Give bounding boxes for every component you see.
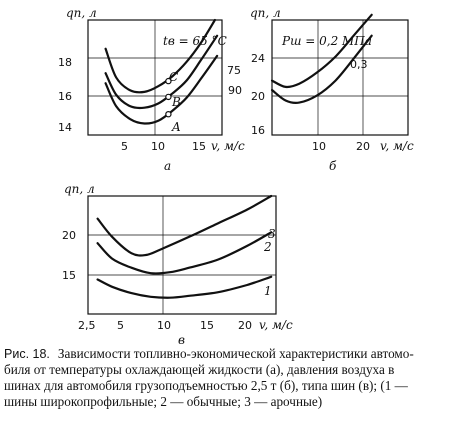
panel-a-curve-label-90: 90 <box>228 84 242 97</box>
panel-a-xtick: 15 <box>192 140 206 153</box>
figure-caption: Рис. 18. Зависимости топливно-экономическ… <box>4 346 470 410</box>
panel-3-series-1-line <box>96 275 273 299</box>
panel-3-series-3-line <box>96 194 273 257</box>
panel-b-xtick: 10 <box>312 140 326 153</box>
panel-b-chart: qп, л 24 20 16 10 20 v, м/с Pш = 0,2 МПа… <box>250 6 414 173</box>
panel-b-label: б <box>329 159 337 173</box>
panel-b-xtick: 20 <box>356 140 370 153</box>
panel-a-xtick: 10 <box>151 140 165 153</box>
panel-c-curve-label-3: 3 <box>268 227 276 241</box>
panel-b-xlabel: v, м/с <box>380 139 414 153</box>
point-marker-a <box>165 110 172 118</box>
panel-a-xlabel: v, м/с <box>211 139 245 153</box>
panel-1-series-75-line <box>104 34 219 110</box>
panel-c-chart: qп, л 20 15 2,5 5 10 15 20 v, м/с 3 2 1 … <box>62 182 293 347</box>
panel-a-chart: qп, л 18 16 14 12 5 10 15 v, м/с tв = 65… <box>58 6 245 173</box>
panel-c-label: в <box>178 333 185 347</box>
panel-c-xlabel: v, м/с <box>259 318 293 332</box>
panel-b-ytick: 24 <box>251 52 265 65</box>
caption-line-4: шины широкопрофильные; 2 — обычные; 3 — … <box>4 394 323 409</box>
panel-1-series-90-line <box>104 54 219 125</box>
point-marker-b <box>165 93 172 101</box>
panel-a-label: а <box>164 159 171 173</box>
panel-3-series-2-line <box>96 231 273 275</box>
panel-c-xtick: 2,5 <box>78 319 96 332</box>
caption-line-3: шинах для автомобиля грузоподъемностью 2… <box>4 378 408 393</box>
panel-c-xtick: 15 <box>200 319 214 332</box>
panel-a-ylabel: qп, л <box>66 6 97 20</box>
panel-c-curve-label-2: 2 <box>263 240 272 254</box>
panel-c-ytick: 20 <box>62 229 76 242</box>
panel-c-xtick: 5 <box>117 319 124 332</box>
panel-a-curve-label-75: 75 <box>227 64 241 77</box>
panel-a-ytick: 14 <box>58 121 72 134</box>
panel-c-curve-label-1: 1 <box>264 284 272 298</box>
point-marker-c <box>165 77 172 85</box>
caption-text-1: Зависимости топливно-экономической харак… <box>57 346 414 361</box>
panel-c-ylabel: qп, л <box>64 182 95 196</box>
point-label-b: B <box>171 95 181 109</box>
panel-a-xtick: 5 <box>121 140 128 153</box>
panel-b-ytick: 16 <box>251 124 265 137</box>
panel-b-curve-label-03: 0,3 <box>350 58 368 71</box>
chart-curves <box>96 13 373 299</box>
panel-a-ytick: 16 <box>58 90 72 103</box>
panel-c-xtick: 20 <box>238 319 252 332</box>
panel-c-ytick: 15 <box>62 269 76 282</box>
panel-1-series-65-line <box>104 18 216 94</box>
panel-b-frame <box>271 19 409 136</box>
caption-line-2: биля от температуры охлаждающей жидкости… <box>4 362 395 377</box>
panel-2-series-0,2-line <box>270 13 373 89</box>
panel-c-frame <box>87 195 277 315</box>
point-label-a: A <box>171 120 181 134</box>
panel-2-series-0,3-line <box>270 34 373 105</box>
panel-c-xtick: 10 <box>157 319 171 332</box>
caption-line-1: Рис. 18. Зависимости топливно-экономическ… <box>4 346 470 362</box>
panel-a-ytick: 18 <box>58 56 72 69</box>
panel-b-ytick: 20 <box>251 90 265 103</box>
panel-b-pressure-annotation: Pш = 0,2 МПа <box>281 34 372 48</box>
point-label-c: C <box>169 70 178 84</box>
panel-b-ylabel: qп, л <box>250 6 281 20</box>
figure-number: Рис. 18. <box>4 347 50 361</box>
